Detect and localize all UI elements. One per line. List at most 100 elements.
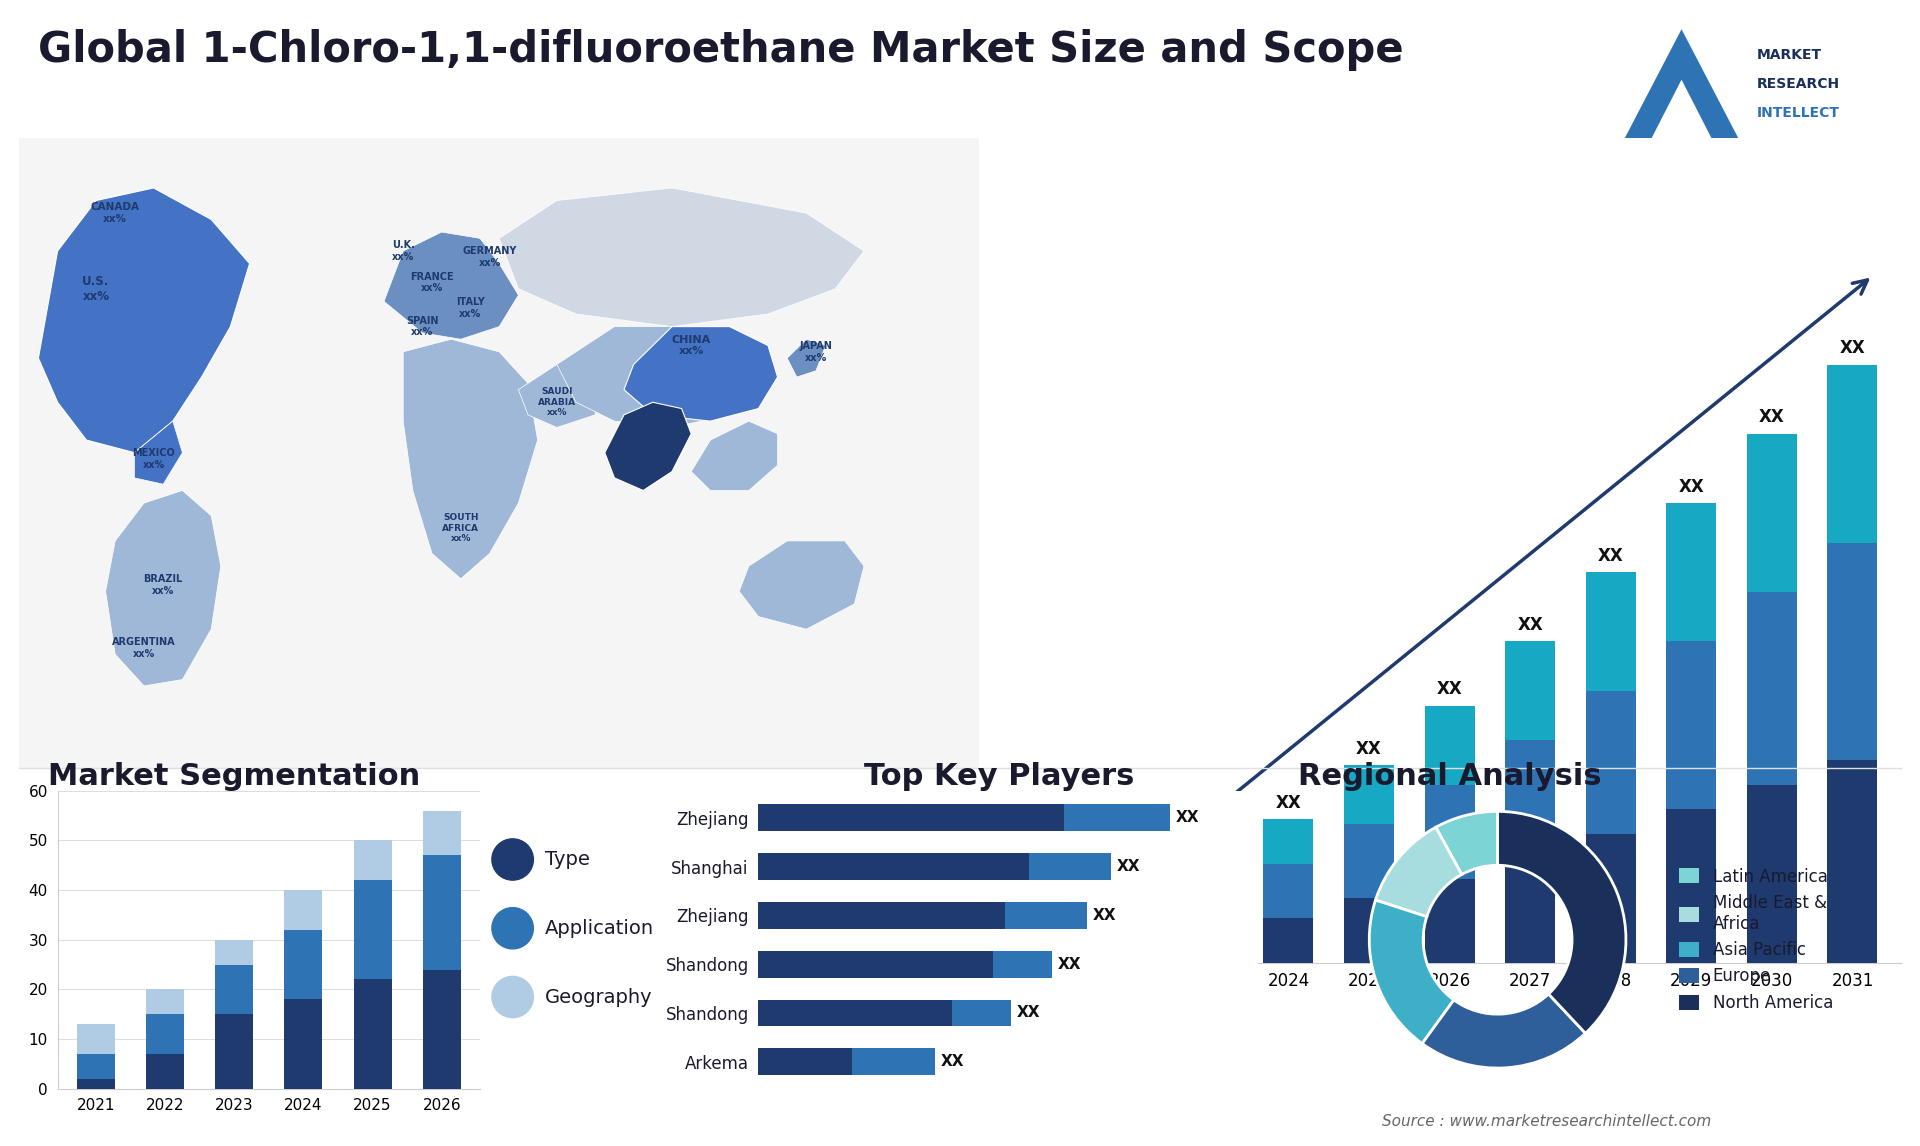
Text: SOUTH
AFRICA
xx%: SOUTH AFRICA xx% <box>442 513 480 543</box>
Text: XX: XX <box>941 1054 964 1069</box>
Polygon shape <box>499 188 864 327</box>
Circle shape <box>492 839 534 880</box>
Bar <box>1667 809 1716 963</box>
Text: INTELLECT: INTELLECT <box>1757 107 1839 120</box>
Bar <box>1828 760 1878 963</box>
Text: XX: XX <box>1018 1005 1041 1020</box>
Text: XX: XX <box>1839 339 1866 358</box>
Bar <box>215 940 253 965</box>
Bar <box>1183 864 1233 894</box>
Bar <box>284 890 323 929</box>
Bar <box>146 1014 184 1054</box>
Bar <box>1586 834 1636 963</box>
Text: Top Key Players: Top Key Players <box>864 762 1135 791</box>
Polygon shape <box>605 402 691 490</box>
Text: MEXICO
xx%: MEXICO xx% <box>132 448 175 470</box>
Bar <box>146 1054 184 1089</box>
Text: JAPAN
xx%: JAPAN xx% <box>799 342 833 362</box>
Text: INDIA
xx%: INDIA xx% <box>626 448 660 470</box>
Text: SPAIN
xx%: SPAIN xx% <box>407 316 438 337</box>
Polygon shape <box>384 231 518 339</box>
Text: XX: XX <box>1033 903 1060 920</box>
Bar <box>215 1014 253 1089</box>
Bar <box>993 951 1052 978</box>
Text: XX: XX <box>1436 681 1463 698</box>
Bar <box>758 853 1029 880</box>
Polygon shape <box>624 327 778 421</box>
Bar <box>758 902 1004 928</box>
Polygon shape <box>518 364 595 427</box>
Wedge shape <box>1498 811 1626 1034</box>
Bar <box>1425 706 1475 785</box>
Text: XX: XX <box>1058 957 1081 972</box>
Circle shape <box>492 908 534 949</box>
Bar <box>852 1049 935 1075</box>
Wedge shape <box>1436 811 1498 874</box>
Bar <box>1004 902 1087 928</box>
Bar <box>1183 933 1233 963</box>
Text: CHINA
xx%: CHINA xx% <box>672 335 710 356</box>
Bar <box>146 989 184 1014</box>
Text: U.S.
xx%: U.S. xx% <box>83 275 109 303</box>
Bar <box>1021 928 1071 937</box>
Bar <box>1064 804 1169 831</box>
Text: XX: XX <box>1194 839 1221 856</box>
Bar <box>1667 642 1716 809</box>
Text: Regional Analysis: Regional Analysis <box>1298 762 1601 791</box>
Bar <box>422 970 461 1089</box>
Polygon shape <box>691 421 778 490</box>
Text: U.K.
xx%: U.K. xx% <box>392 241 415 261</box>
Bar <box>758 804 1064 831</box>
Bar <box>1102 898 1152 918</box>
Polygon shape <box>134 421 182 484</box>
Bar <box>1344 898 1394 963</box>
Text: XX: XX <box>1275 794 1302 811</box>
Bar <box>758 1049 852 1075</box>
Polygon shape <box>403 339 538 579</box>
Bar <box>952 999 1012 1027</box>
Bar <box>77 1078 115 1089</box>
Bar <box>1586 572 1636 691</box>
Bar <box>1344 824 1394 898</box>
Text: XX: XX <box>1117 860 1140 874</box>
Polygon shape <box>106 490 221 685</box>
Bar <box>1425 785 1475 879</box>
Bar <box>1263 819 1313 864</box>
Text: Global 1-Chloro-1,1-difluoroethane Market Size and Scope: Global 1-Chloro-1,1-difluoroethane Marke… <box>38 29 1404 71</box>
Text: XX: XX <box>1114 873 1140 890</box>
Wedge shape <box>1423 994 1586 1068</box>
Polygon shape <box>1622 29 1741 143</box>
Bar <box>77 1054 115 1078</box>
Text: GERMANY
xx%: GERMANY xx% <box>463 246 516 268</box>
Bar <box>1667 503 1716 642</box>
Polygon shape <box>1649 79 1715 143</box>
Text: XX: XX <box>1092 908 1117 923</box>
Text: ARGENTINA
xx%: ARGENTINA xx% <box>111 637 177 659</box>
Bar <box>284 999 323 1089</box>
Text: Type: Type <box>545 850 589 869</box>
Text: Application: Application <box>545 919 655 937</box>
Bar <box>1747 434 1797 592</box>
Wedge shape <box>1375 827 1461 917</box>
Text: FRANCE
xx%: FRANCE xx% <box>411 272 453 293</box>
Text: Market Segmentation: Market Segmentation <box>48 762 420 791</box>
Bar <box>353 880 392 980</box>
Bar <box>1183 894 1233 933</box>
Bar <box>1505 858 1555 963</box>
Bar <box>1425 879 1475 963</box>
Bar <box>77 1025 115 1054</box>
Bar <box>1344 766 1394 824</box>
Bar <box>1747 785 1797 963</box>
Bar <box>1586 691 1636 834</box>
Bar <box>1828 364 1878 542</box>
Bar <box>284 929 323 999</box>
Bar <box>1263 918 1313 963</box>
Polygon shape <box>38 188 250 453</box>
Text: XX: XX <box>1597 547 1624 565</box>
Text: ITALY
xx%: ITALY xx% <box>457 297 484 319</box>
Polygon shape <box>557 327 768 427</box>
Bar <box>1505 642 1555 740</box>
Bar <box>1021 937 1071 952</box>
Text: XX: XX <box>1175 810 1198 825</box>
Bar <box>1021 952 1071 963</box>
